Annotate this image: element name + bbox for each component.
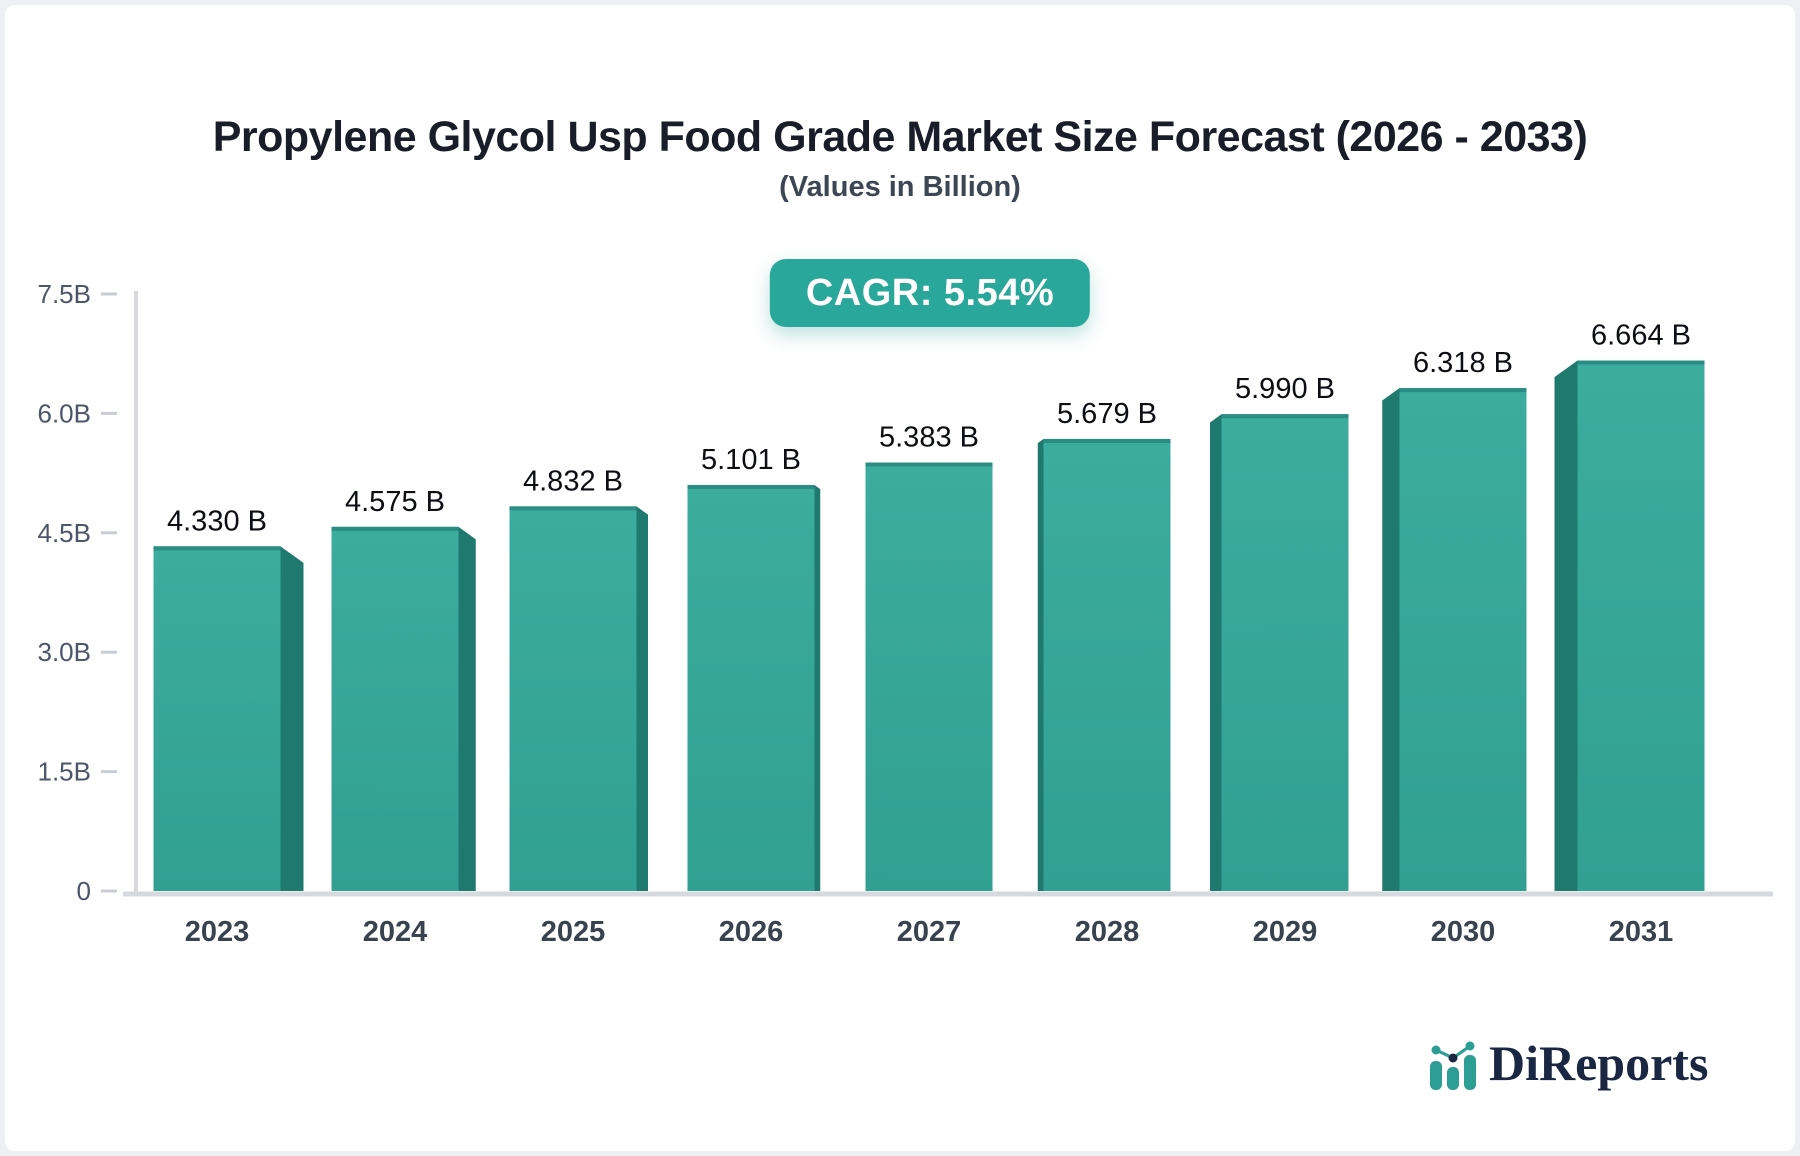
chart-card: Propylene Glycol Usp Food Grade Market S… — [5, 5, 1795, 1151]
bar-front-face — [1221, 414, 1349, 891]
bar-2026[interactable] — [687, 484, 821, 891]
bar-2029[interactable] — [1210, 414, 1349, 891]
chart-title: Propylene Glycol Usp Food Grade Market S… — [212, 113, 1588, 161]
bar-top-edge — [1577, 360, 1705, 365]
bar-front-face — [687, 484, 815, 891]
cagr-badge: CAGR: 5.54% — [769, 259, 1091, 327]
bar-top-edge — [153, 546, 281, 551]
bar-side-face — [1382, 388, 1400, 891]
bar-front-face — [1577, 360, 1705, 891]
y-axis-label: 1.5B — [38, 757, 92, 787]
bar-value-label: 5.990 B — [1235, 373, 1335, 405]
bar-side-face — [458, 526, 476, 891]
bar-value-label: 5.679 B — [1057, 398, 1157, 430]
bar-value-label: 6.318 B — [1413, 347, 1513, 379]
bar-chart: 0 1.5B 3.0B 4.5B 6.0B 7.5B 4.330 B 2023 4.575 B 2… — [38, 279, 1773, 948]
bar-side-face — [1037, 438, 1044, 891]
bar-value-label: 4.575 B — [345, 486, 445, 518]
x-axis-label: 2030 — [1431, 916, 1496, 948]
bar-top-edge — [1043, 438, 1171, 443]
bar-top-edge — [331, 526, 459, 531]
bar-value-label: 5.101 B — [701, 444, 801, 476]
bar-2024[interactable] — [331, 526, 476, 891]
y-axis-label: 3.0B — [38, 637, 92, 667]
bar-side-face — [1554, 360, 1578, 891]
chart-subtitle: (Values in Billion) — [779, 171, 1021, 203]
brand-name: DiReports — [1489, 1035, 1709, 1091]
bar-value-label: 4.330 B — [167, 505, 267, 537]
bar-front-face — [865, 462, 993, 891]
bar-2023[interactable] — [153, 546, 304, 891]
bar-value-label: 6.664 B — [1591, 320, 1691, 352]
bar-top-edge — [1221, 414, 1349, 419]
bar-2031[interactable] — [1554, 360, 1705, 891]
bar-front-face — [509, 506, 637, 891]
x-axis-label: 2026 — [719, 916, 784, 948]
bar-top-edge — [865, 462, 993, 467]
x-axis-label: 2028 — [1075, 916, 1140, 948]
x-axis-label: 2025 — [541, 916, 606, 948]
bar-side-face — [814, 484, 821, 891]
bar-value-label: 4.832 B — [523, 465, 623, 497]
y-axis-label: 0 — [77, 876, 91, 906]
bar-front-face — [1399, 388, 1527, 891]
bar-value-label: 5.383 B — [879, 422, 979, 454]
bar-2028[interactable] — [1037, 438, 1171, 891]
brand-icon — [1430, 1041, 1476, 1090]
bar-front-face — [331, 526, 459, 891]
y-axis-label: 4.5B — [38, 518, 92, 548]
bar-top-edge — [1399, 388, 1527, 393]
bar-side-face — [1210, 414, 1222, 891]
bar-2025[interactable] — [509, 506, 649, 891]
x-axis-label: 2027 — [897, 916, 962, 948]
bar-2030[interactable] — [1382, 388, 1527, 891]
x-axis-label: 2031 — [1609, 916, 1674, 948]
y-axis-label: 7.5B — [38, 279, 92, 309]
bar-top-edge — [509, 506, 637, 511]
bar-front-face — [1043, 438, 1171, 891]
bar-front-face — [153, 546, 281, 891]
x-axis-label: 2023 — [185, 916, 250, 948]
x-axis-label: 2029 — [1253, 916, 1318, 948]
y-axis-label: 6.0B — [38, 398, 92, 428]
bar-side-face — [280, 546, 304, 891]
bar-side-face — [636, 506, 648, 891]
brand-logo: DiReports — [1429, 1035, 1708, 1115]
bar-2027[interactable] — [865, 462, 993, 891]
bar-top-edge — [687, 484, 815, 489]
x-axis-label: 2024 — [363, 916, 428, 948]
